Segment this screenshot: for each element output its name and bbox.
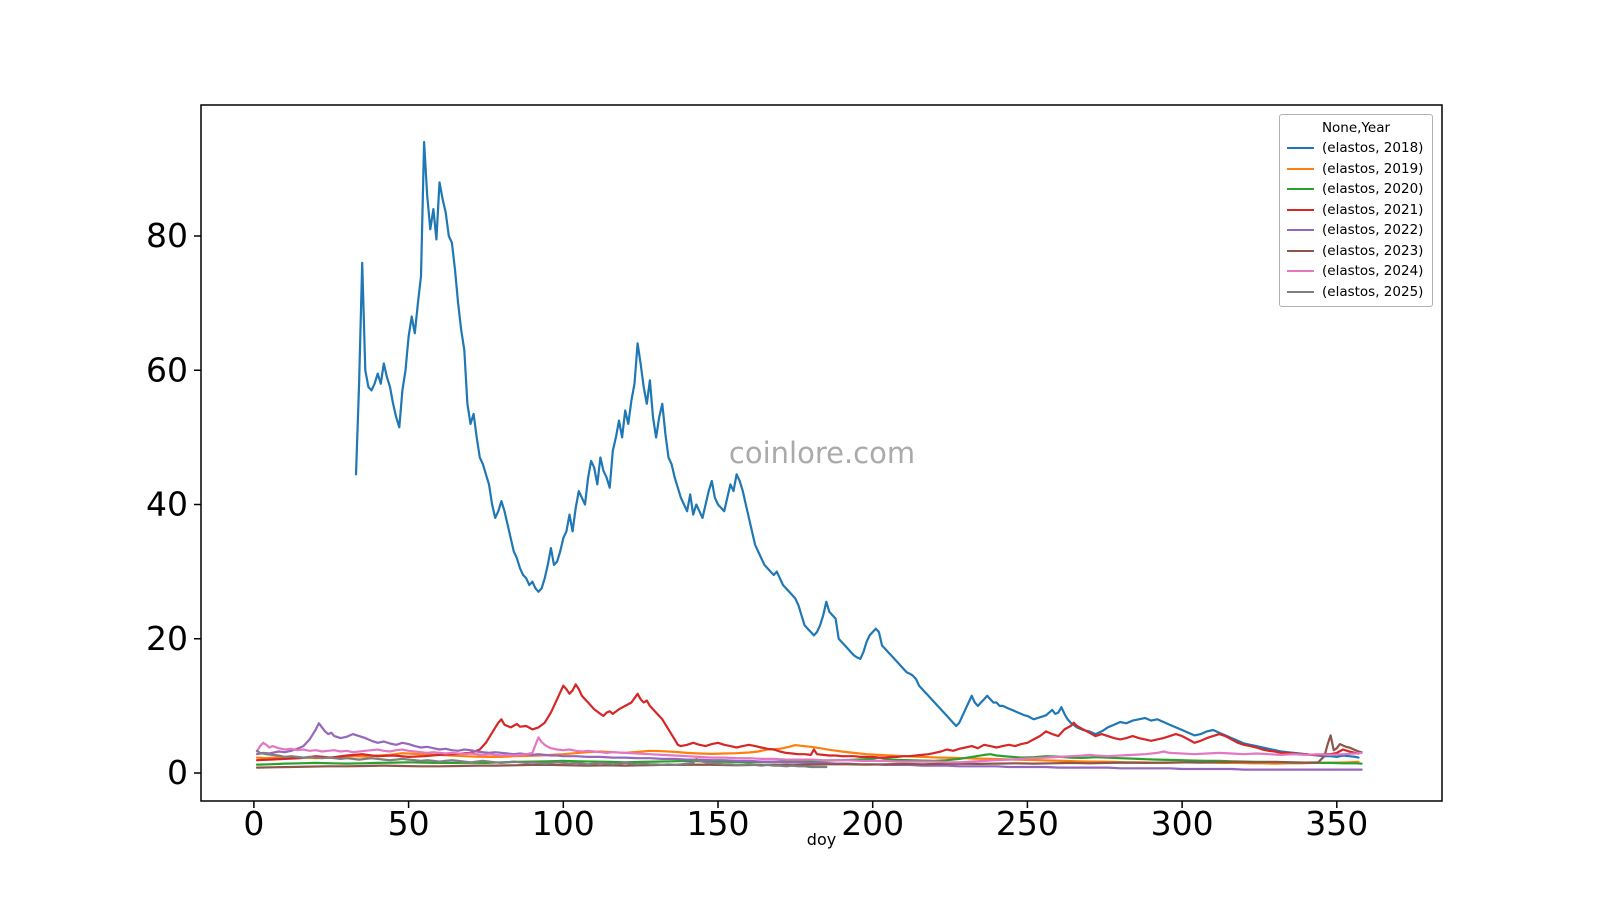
legend-label: (elastos, 2022) <box>1322 222 1424 239</box>
x-tick-label: 100 <box>532 804 595 843</box>
x-tick-label: 50 <box>388 804 430 843</box>
watermark-text: coinlore.com <box>729 436 915 470</box>
y-tick-label: 60 <box>146 350 188 389</box>
legend-title: None,Year <box>1321 120 1391 136</box>
x-tick-label: 350 <box>1305 804 1368 843</box>
legend-label: (elastos, 2023) <box>1322 242 1424 259</box>
x-tick-label: 250 <box>996 804 1059 843</box>
series-line-elastos-2022 <box>255 722 1363 771</box>
legend-label: (elastos, 2024) <box>1322 263 1424 280</box>
legend-line-swatch-2020 <box>1287 188 1314 191</box>
x-axis-label: doy <box>807 830 836 849</box>
legend-item-2020[interactable]: (elastos, 2020) <box>1280 179 1432 200</box>
legend-line-swatch-2018 <box>1287 147 1314 150</box>
axis-ticks-layer: 0 50 100 150 200 250 300 350 0 20 40 60 80 <box>146 216 1368 843</box>
y-tick-label: 40 <box>146 485 188 524</box>
y-tick-label: 0 <box>167 753 188 792</box>
legend-line-swatch-2024 <box>1287 270 1314 273</box>
legend-line-swatch-2021 <box>1287 208 1314 211</box>
x-tick-label: 200 <box>841 804 904 843</box>
legend-line-swatch-2023 <box>1287 249 1314 252</box>
legend-label: (elastos, 2020) <box>1322 181 1424 198</box>
legend-label: (elastos, 2025) <box>1322 283 1424 300</box>
legend-label: (elastos, 2018) <box>1322 140 1424 157</box>
legend-item-2023[interactable]: (elastos, 2023) <box>1280 241 1432 262</box>
legend-item-2019[interactable]: (elastos, 2019) <box>1280 159 1432 180</box>
series-line-elastos-2021 <box>255 683 1360 762</box>
legend-line-swatch-2019 <box>1287 167 1314 170</box>
legend-line-swatch-2025 <box>1287 290 1314 293</box>
legend-label: (elastos, 2019) <box>1322 160 1424 177</box>
legend-box: None,Year (elastos, 2018) (elastos, 2019… <box>1279 114 1433 307</box>
series-line-elastos-2024 <box>255 736 1363 764</box>
legend-label: (elastos, 2021) <box>1322 201 1424 218</box>
x-tick-label: 150 <box>687 804 750 843</box>
plot-frame <box>200 104 1443 802</box>
y-tick-label: 80 <box>146 216 188 255</box>
legend-item-2025[interactable]: (elastos, 2025) <box>1280 282 1432 303</box>
legend-item-2021[interactable]: (elastos, 2021) <box>1280 200 1432 221</box>
series-layer <box>255 140 1363 771</box>
series-line-elastos-2025 <box>255 749 828 769</box>
legend-item-2018[interactable]: (elastos, 2018) <box>1280 138 1432 159</box>
x-tick-label: 300 <box>1151 804 1214 843</box>
legend-line-swatch-2022 <box>1287 229 1314 232</box>
x-tick-label: 0 <box>243 804 264 843</box>
legend-item-2022[interactable]: (elastos, 2022) <box>1280 220 1432 241</box>
legend-item-2024[interactable]: (elastos, 2024) <box>1280 261 1432 282</box>
y-tick-label: 20 <box>146 619 188 658</box>
